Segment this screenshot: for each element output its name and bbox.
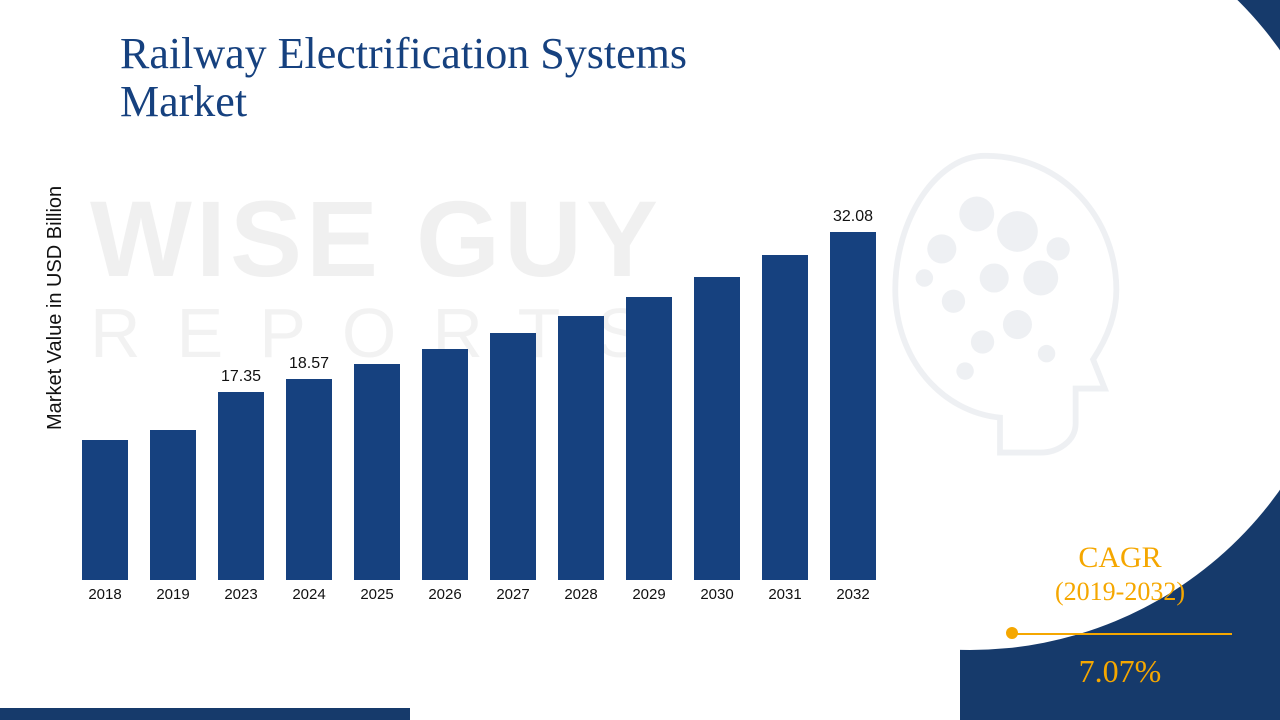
- x-axis-tick: 2019: [150, 586, 196, 603]
- x-axis-tick: 2029: [626, 586, 672, 603]
- cagr-divider: [1008, 623, 1232, 643]
- bar: [830, 232, 876, 580]
- bar-slot: 18.57: [286, 379, 332, 580]
- chart-plot: 17.35 18.57 32.08: [80, 190, 890, 580]
- bar: [558, 316, 604, 580]
- bar: [422, 349, 468, 580]
- bar-slot: [626, 297, 672, 580]
- bar-value-label: 32.08: [833, 208, 873, 226]
- x-axis-tick: 2028: [558, 586, 604, 603]
- canvas: WISE GUY REPORTS Railway Electrification…: [0, 0, 1280, 720]
- bar-slot: [354, 364, 400, 580]
- chart-x-axis: 2018 2019 2023 2024 2025 2026 2027 2028 2029 2030…: [80, 580, 890, 610]
- chart-title: Railway Electrification Systems Market: [120, 30, 760, 127]
- bar: [490, 333, 536, 580]
- bar-slot: 32.08: [830, 232, 876, 580]
- brand-logo-main: WISE GUY: [990, 24, 1168, 92]
- y-axis-label: Market Value in USD Billion: [44, 186, 67, 430]
- cagr-divider-dot: [1006, 627, 1018, 639]
- brand-logo: WISE GUY REPORTS: [990, 24, 1250, 112]
- bar: [150, 430, 196, 580]
- bar-slot: [150, 430, 196, 580]
- x-axis-tick: 2032: [830, 586, 876, 603]
- bar: [626, 297, 672, 580]
- bar: [694, 277, 740, 580]
- bar-slot: [82, 440, 128, 580]
- cagr-value: 7.07%: [990, 653, 1250, 690]
- bar-slot: [694, 277, 740, 580]
- brand-head-icon: [1180, 28, 1250, 108]
- x-axis-tick: 2023: [218, 586, 264, 603]
- bar-slot: 17.35: [218, 392, 264, 580]
- footer-accent-bar: [0, 708, 410, 720]
- bar: [354, 364, 400, 580]
- x-axis-tick: 2030: [694, 586, 740, 603]
- bar: [286, 379, 332, 580]
- x-axis-tick: 2027: [490, 586, 536, 603]
- x-axis-tick: 2031: [762, 586, 808, 603]
- bar: [82, 440, 128, 580]
- bar-chart: 17.35 18.57 32.08 2018 2019 2023 2024 2025 2026…: [80, 190, 890, 610]
- bar-value-label: 17.35: [221, 368, 261, 386]
- bar-slot: [558, 316, 604, 580]
- cagr-block: CAGR (2019-2032) 7.07%: [990, 541, 1250, 690]
- bar-slot: [422, 349, 468, 580]
- x-axis-tick: 2024: [286, 586, 332, 603]
- cagr-label: CAGR: [990, 541, 1250, 575]
- bar: [762, 255, 808, 580]
- bar: [218, 392, 264, 580]
- x-axis-tick: 2025: [354, 586, 400, 603]
- brand-logo-sub: REPORTS: [990, 96, 1168, 112]
- bar-slot: [490, 333, 536, 580]
- x-axis-tick: 2026: [422, 586, 468, 603]
- bar-slot: [762, 255, 808, 580]
- bar-value-label: 18.57: [289, 355, 329, 373]
- x-axis-tick: 2018: [82, 586, 128, 603]
- cagr-period: (2019-2032): [990, 577, 1250, 607]
